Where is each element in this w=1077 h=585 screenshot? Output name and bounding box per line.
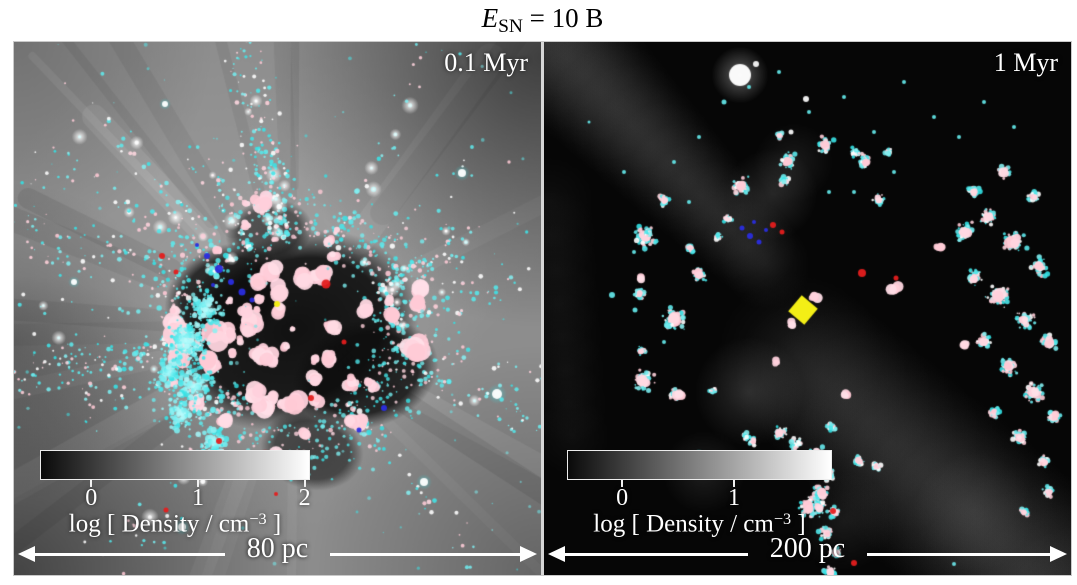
colorbar-gradient: [567, 450, 832, 480]
colorbar-label-exponent: −3: [249, 510, 267, 528]
colorbar-ticks: 0 1 2: [40, 480, 311, 511]
colorbar-tick: [732, 480, 735, 487]
colorbar-tick: [196, 480, 199, 487]
scale-bar-line: [565, 552, 748, 556]
colorbar-tick-label: 0: [616, 485, 629, 511]
colorbar-label-bracket: ]: [266, 510, 282, 538]
panel-divider: [541, 42, 544, 575]
scale-bar-right-arrowhead-icon: [1050, 546, 1067, 562]
scale-bar-label: 80 pc: [246, 533, 309, 564]
title-value: = 10 B: [522, 3, 604, 33]
colorbar-tick-label: 1: [191, 485, 204, 511]
colorbar-label-text: log [ Density / cm: [593, 510, 774, 538]
scale-bar: 200 pc: [548, 535, 1067, 568]
colorbar-label-exponent: −3: [773, 510, 792, 528]
scale-bar-line: [867, 552, 1050, 556]
colorbar-label-text: log [ Density / cm: [68, 510, 250, 538]
scale-bar-right-arrowhead-icon: [520, 546, 537, 562]
scale-bar-label: 200 pc: [769, 533, 846, 564]
scale-bar: 80 pc: [18, 535, 537, 568]
scale-bar-line: [330, 552, 520, 556]
colorbar-tick: [303, 480, 306, 487]
title-subscript: SN: [498, 15, 523, 37]
colorbar-label: log [ Density / cm−3 ]: [40, 510, 310, 538]
time-label: 0.1 Myr: [444, 48, 528, 77]
density-map-canvas-left: [14, 42, 541, 575]
left-panel: 0.1 Myr 0 1 2 log [ Density / cm−3 ] 80 pc: [14, 42, 541, 575]
colorbar-label-bracket: ]: [791, 510, 806, 538]
colorbar-tick: [621, 480, 624, 487]
colorbar: 0 1 2 log [ Density / cm−3 ]: [40, 450, 311, 538]
figure-title: ESN = 10 B: [13, 3, 1072, 38]
density-map-canvas-right: [544, 42, 1071, 575]
colorbar-gradient: [40, 450, 310, 480]
scale-bar-left-arrowhead-icon: [548, 546, 565, 562]
colorbar-tick-label: 2: [298, 485, 311, 511]
scale-bar-left-arrowhead-icon: [18, 546, 35, 562]
colorbar-label: log [ Density / cm−3 ]: [567, 510, 832, 538]
time-label: 1 Myr: [993, 48, 1058, 77]
title-symbol: E: [481, 3, 499, 33]
colorbar-tick-label: 0: [85, 485, 98, 511]
scale-bar-line: [35, 552, 225, 556]
colorbar-tick: [90, 480, 93, 487]
colorbar-tick-label: 1: [727, 485, 740, 511]
